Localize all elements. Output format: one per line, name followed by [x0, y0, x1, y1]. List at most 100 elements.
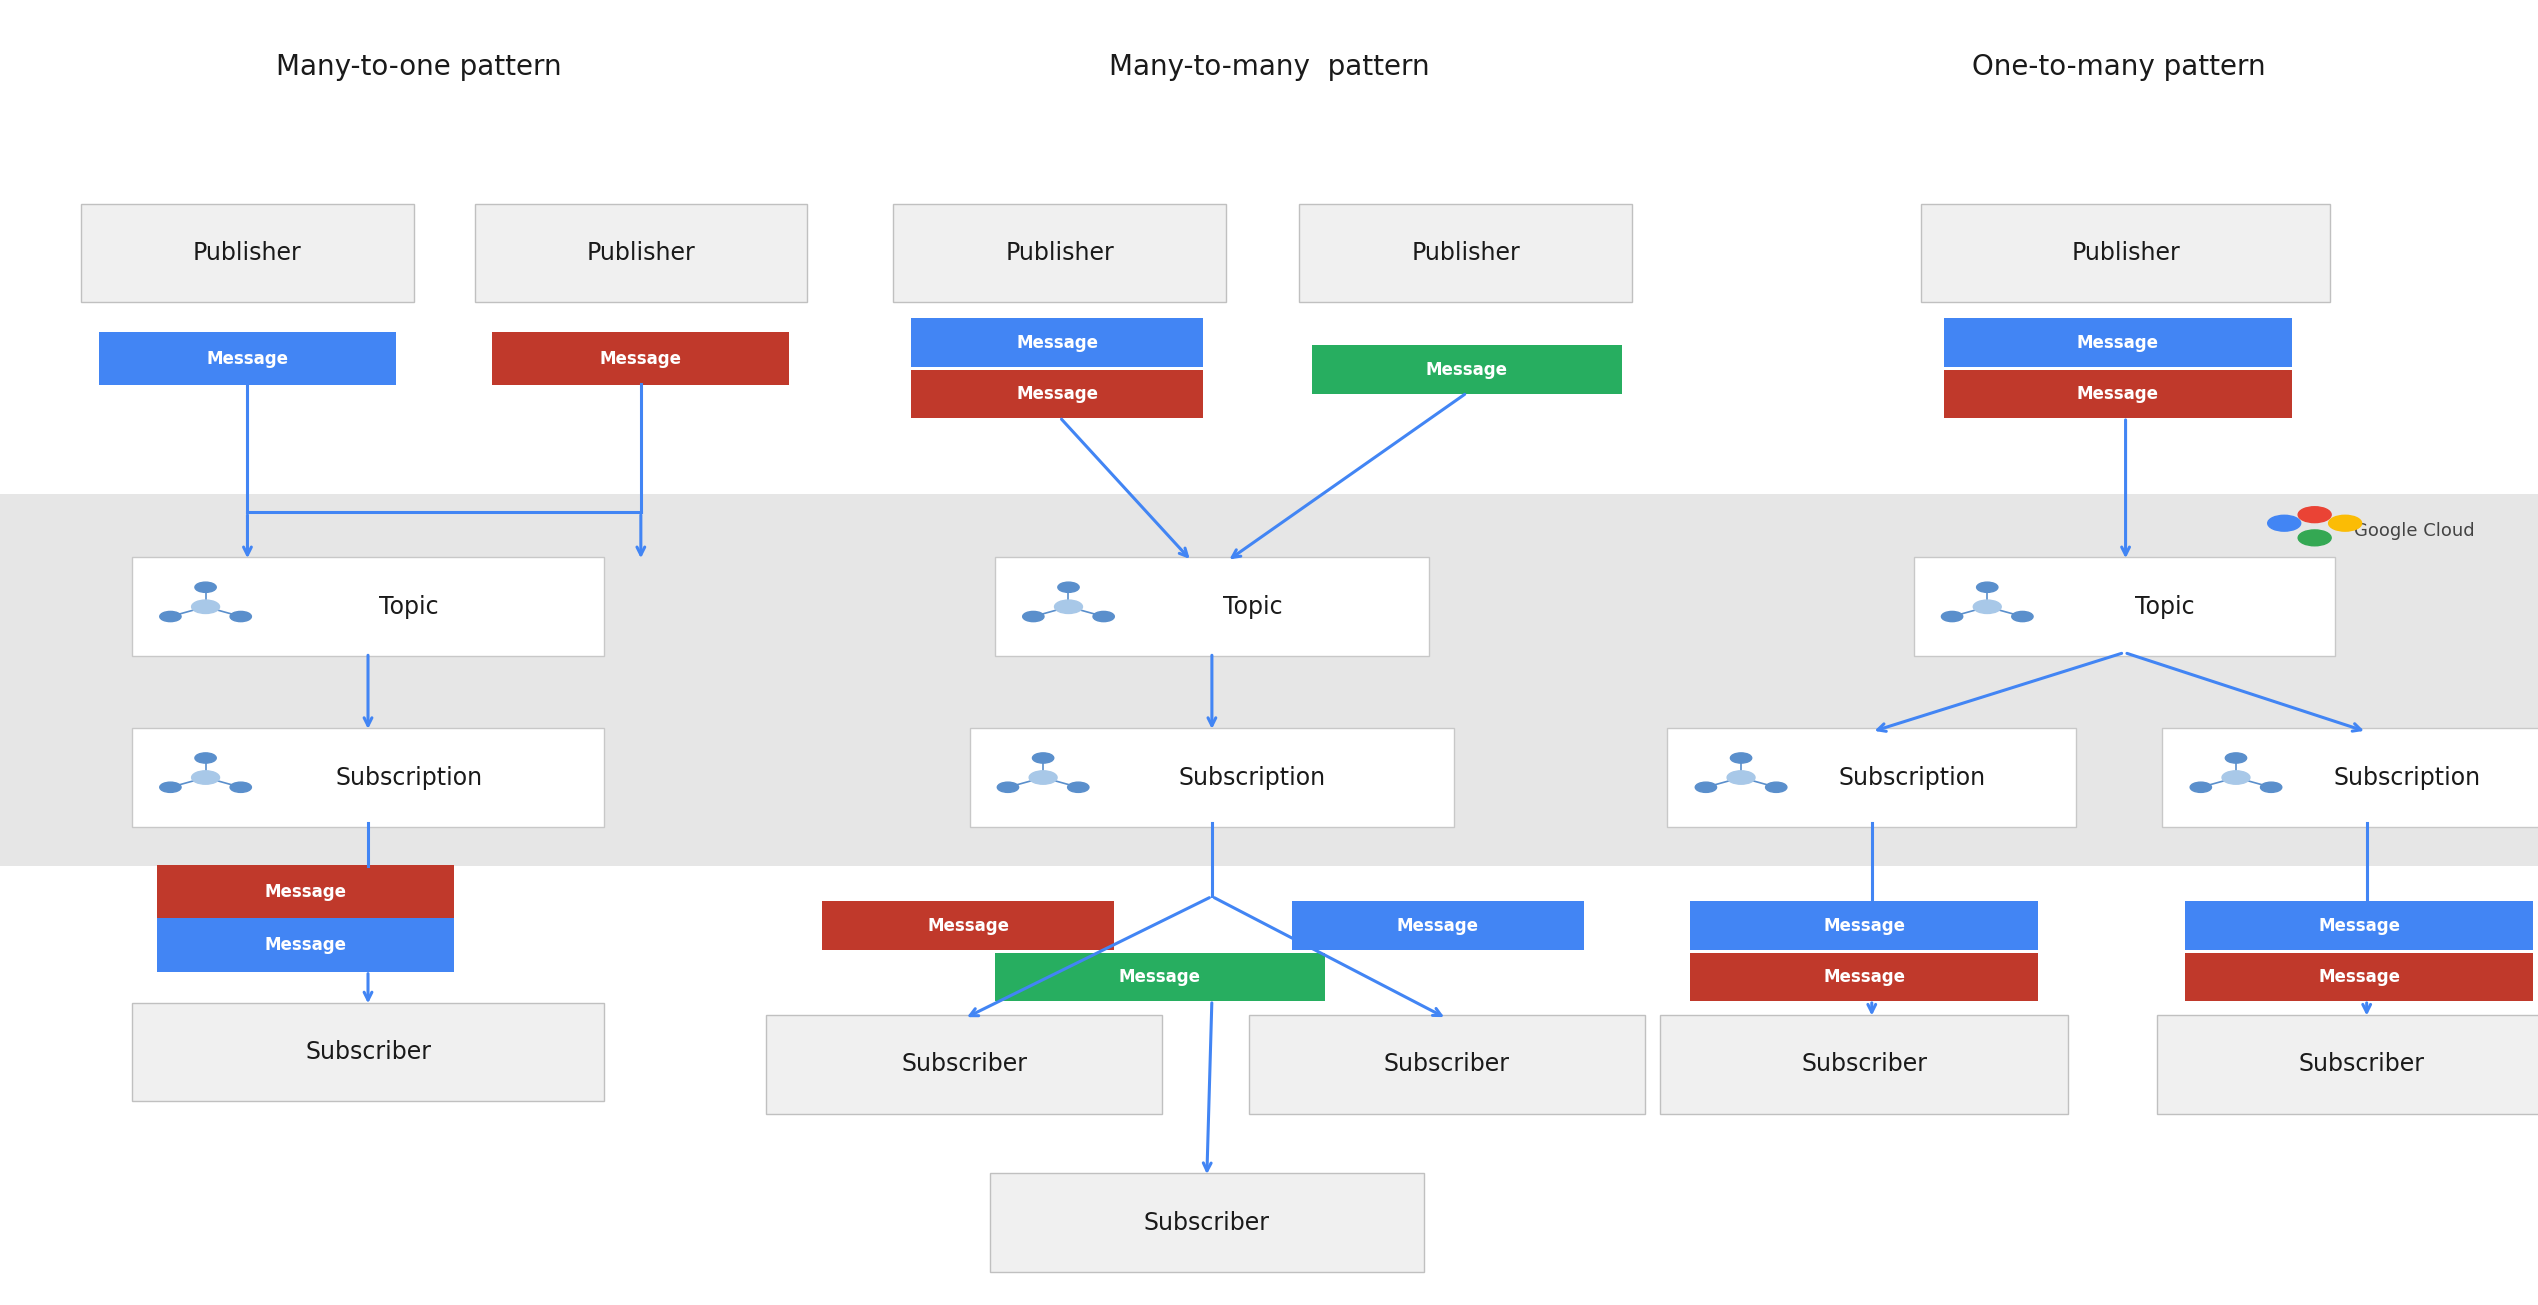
- FancyBboxPatch shape: [893, 204, 1226, 303]
- FancyBboxPatch shape: [1660, 1015, 2068, 1113]
- Text: Subscriber: Subscriber: [2299, 1052, 2424, 1077]
- Circle shape: [231, 782, 251, 792]
- Circle shape: [2330, 515, 2360, 531]
- Text: Google Cloud: Google Cloud: [2353, 522, 2475, 539]
- Circle shape: [997, 782, 1018, 792]
- Text: Topic: Topic: [378, 595, 439, 619]
- FancyBboxPatch shape: [1914, 557, 2335, 656]
- Text: Message: Message: [264, 882, 348, 900]
- Text: Message: Message: [1396, 916, 1480, 934]
- Circle shape: [2299, 530, 2330, 545]
- Text: Subscriber: Subscriber: [1383, 1052, 1510, 1077]
- FancyBboxPatch shape: [911, 318, 1203, 367]
- Circle shape: [2299, 506, 2330, 522]
- Text: Message: Message: [1822, 916, 1906, 934]
- Text: Publisher: Publisher: [1005, 241, 1114, 265]
- Circle shape: [195, 753, 216, 763]
- FancyBboxPatch shape: [132, 557, 604, 656]
- Text: Subscriber: Subscriber: [901, 1052, 1028, 1077]
- Text: Subscriber: Subscriber: [1145, 1211, 1269, 1235]
- Text: Message: Message: [206, 350, 289, 368]
- FancyBboxPatch shape: [1292, 902, 1584, 950]
- Circle shape: [231, 612, 251, 621]
- Circle shape: [193, 771, 221, 784]
- Text: Subscription: Subscription: [1180, 766, 1325, 790]
- Circle shape: [1094, 612, 1114, 621]
- FancyBboxPatch shape: [99, 331, 396, 385]
- Text: Message: Message: [2076, 334, 2160, 352]
- Text: Message: Message: [1426, 360, 1508, 378]
- Circle shape: [1023, 612, 1043, 621]
- Text: Message: Message: [1119, 968, 1200, 985]
- Text: Message: Message: [926, 916, 1010, 934]
- FancyBboxPatch shape: [990, 1173, 1424, 1272]
- FancyBboxPatch shape: [492, 331, 789, 385]
- FancyBboxPatch shape: [970, 728, 1454, 827]
- Text: Many-to-many  pattern: Many-to-many pattern: [1109, 54, 1429, 81]
- FancyBboxPatch shape: [2185, 953, 2533, 1001]
- FancyBboxPatch shape: [81, 204, 414, 303]
- Circle shape: [1942, 612, 1962, 621]
- Circle shape: [1731, 753, 1751, 763]
- FancyBboxPatch shape: [995, 953, 1325, 1001]
- Circle shape: [2190, 782, 2211, 792]
- Text: Subscription: Subscription: [2335, 766, 2480, 790]
- Text: Topic: Topic: [2134, 595, 2195, 619]
- Circle shape: [1695, 782, 1716, 792]
- Text: Publisher: Publisher: [193, 241, 302, 265]
- Circle shape: [1975, 600, 2002, 613]
- FancyBboxPatch shape: [157, 919, 454, 972]
- Text: Topic: Topic: [1223, 595, 1282, 619]
- Circle shape: [2226, 753, 2246, 763]
- Text: Message: Message: [1822, 968, 1906, 985]
- FancyBboxPatch shape: [132, 1002, 604, 1101]
- Text: Publisher: Publisher: [1411, 241, 1520, 265]
- FancyBboxPatch shape: [2185, 902, 2533, 950]
- Circle shape: [1977, 582, 1997, 592]
- Text: Publisher: Publisher: [586, 241, 695, 265]
- Text: Message: Message: [264, 936, 348, 954]
- Circle shape: [2261, 782, 2282, 792]
- Circle shape: [160, 782, 180, 792]
- Text: Message: Message: [1015, 334, 1099, 352]
- Circle shape: [193, 600, 221, 613]
- Circle shape: [2013, 612, 2033, 621]
- FancyBboxPatch shape: [1921, 204, 2330, 303]
- Text: One-to-many pattern: One-to-many pattern: [1972, 54, 2266, 81]
- Text: Many-to-one pattern: Many-to-one pattern: [277, 54, 561, 81]
- FancyBboxPatch shape: [822, 902, 1114, 950]
- Circle shape: [1056, 600, 1084, 613]
- Circle shape: [1030, 771, 1058, 784]
- FancyBboxPatch shape: [1667, 728, 2076, 827]
- Text: Subscriber: Subscriber: [1802, 1052, 1926, 1077]
- FancyBboxPatch shape: [1944, 369, 2292, 419]
- Circle shape: [1068, 782, 1089, 792]
- Circle shape: [195, 582, 216, 592]
- FancyBboxPatch shape: [1312, 345, 1622, 394]
- FancyBboxPatch shape: [911, 369, 1203, 419]
- Text: Message: Message: [2076, 385, 2160, 403]
- Circle shape: [1058, 582, 1079, 592]
- FancyBboxPatch shape: [0, 495, 2538, 867]
- Text: Message: Message: [2317, 968, 2401, 985]
- FancyBboxPatch shape: [1249, 1015, 1645, 1113]
- Text: Publisher: Publisher: [2071, 241, 2180, 265]
- FancyBboxPatch shape: [995, 557, 1429, 656]
- Text: Subscription: Subscription: [1840, 766, 1985, 790]
- FancyBboxPatch shape: [2157, 1015, 2538, 1113]
- Circle shape: [160, 612, 180, 621]
- Circle shape: [1728, 771, 1756, 784]
- FancyBboxPatch shape: [132, 728, 604, 827]
- Text: Message: Message: [2317, 916, 2401, 934]
- FancyBboxPatch shape: [766, 1015, 1162, 1113]
- Text: Subscription: Subscription: [335, 766, 482, 790]
- Circle shape: [2269, 515, 2302, 531]
- Circle shape: [2223, 771, 2251, 784]
- Circle shape: [1033, 753, 1053, 763]
- Text: Subscriber: Subscriber: [305, 1040, 431, 1064]
- Circle shape: [1766, 782, 1787, 792]
- Text: Message: Message: [599, 350, 683, 368]
- Text: Message: Message: [1015, 385, 1099, 403]
- FancyBboxPatch shape: [157, 865, 454, 919]
- FancyBboxPatch shape: [1690, 953, 2038, 1001]
